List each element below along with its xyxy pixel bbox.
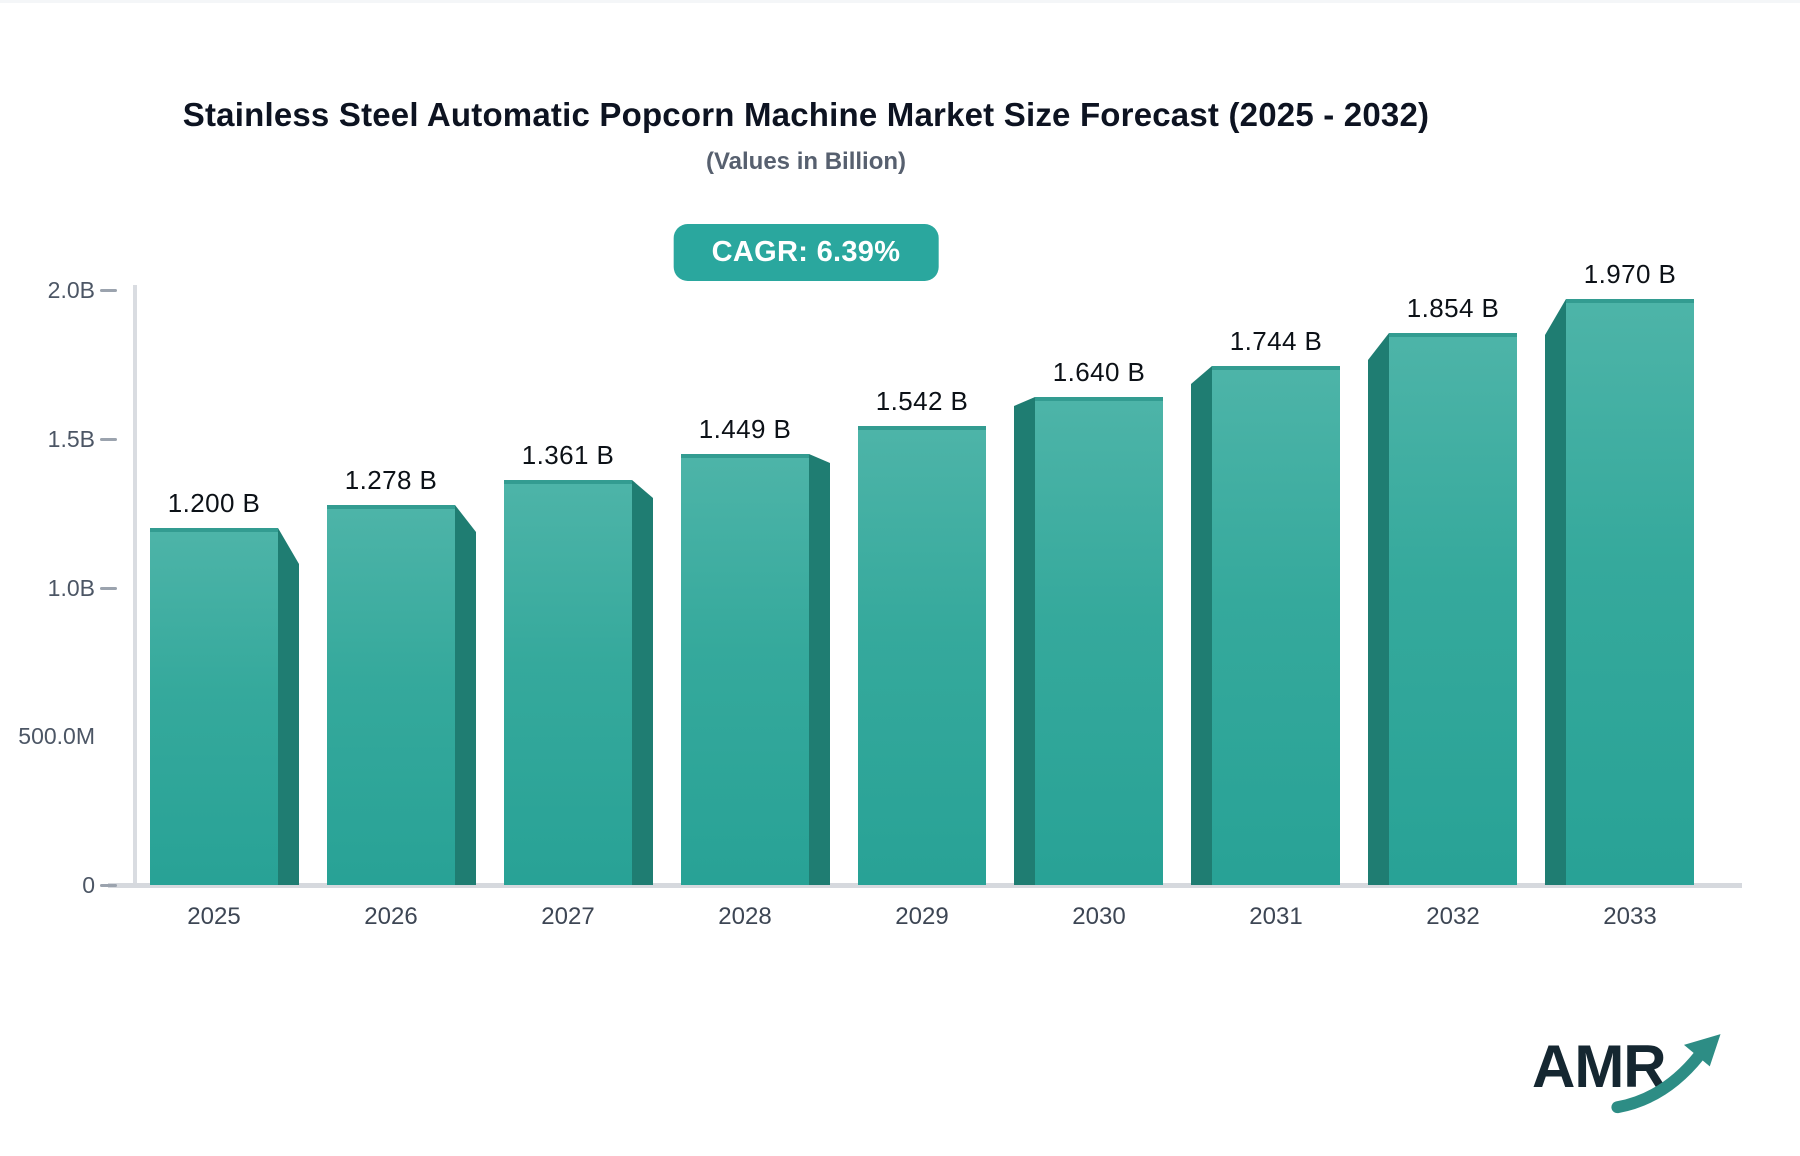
bar-2032: [1389, 333, 1517, 885]
bar-side-face: [632, 480, 653, 885]
page-edge-strip: [0, 0, 1800, 3]
bar-2030: [1035, 397, 1163, 885]
y-tick-dash: [100, 884, 117, 887]
bar-value-label: 1.361 B: [521, 440, 615, 470]
bar-2033: [1566, 299, 1694, 885]
bar-2028: [681, 454, 809, 885]
y-tick-dash: [100, 586, 117, 590]
y-tick-label: 2.0B: [47, 277, 95, 303]
bar-value-label: 1.200 B: [167, 488, 261, 518]
x-tick-label: 2030: [1072, 903, 1126, 930]
bar-value-label: 1.744 B: [1229, 326, 1323, 356]
bar-value-label: 1.640 B: [1052, 357, 1146, 387]
bar-side-face: [1014, 397, 1035, 885]
amr-logo-text: AMR: [1532, 1033, 1667, 1100]
y-tick-label: 1.0B: [47, 574, 95, 601]
amr-logo: AMR: [1532, 1032, 1742, 1122]
bar-side-face: [278, 528, 299, 885]
bar-side-face: [809, 454, 830, 885]
growth-arrow-icon: [1611, 1034, 1721, 1114]
bar-2025: [150, 528, 278, 885]
x-axis-line: [108, 883, 1742, 888]
chart-header: Stainless Steel Automatic Popcorn Machin…: [0, 96, 1612, 176]
x-tick-label: 2025: [187, 903, 241, 930]
y-tick-label: 500.0M: [18, 723, 95, 750]
bar-side-face: [455, 505, 476, 885]
bar-value-label: 1.970 B: [1583, 259, 1677, 289]
bar-value-label: 1.449 B: [698, 414, 792, 444]
bar-value-label: 1.542 B: [875, 386, 969, 416]
chart-title: Stainless Steel Automatic Popcorn Machin…: [182, 96, 1430, 133]
x-tick-label: 2032: [1426, 903, 1480, 930]
y-axis-line: [133, 285, 137, 885]
x-tick-label: 2028: [718, 903, 772, 930]
x-tick-label: 2033: [1603, 903, 1657, 930]
y-tick-label: 1.5B: [47, 425, 95, 452]
cagr-badge: CAGR: 6.39%: [673, 224, 939, 281]
bar-side-face: [1368, 333, 1389, 885]
y-tick-label: 0: [82, 872, 95, 898]
bar-value-label: 1.854 B: [1406, 293, 1500, 323]
x-tick-label: 2029: [895, 903, 949, 930]
x-tick-label: 2031: [1249, 903, 1303, 930]
bar-value-label: 1.278 B: [344, 465, 438, 495]
y-tick-dash: [100, 437, 117, 441]
bar-side-face: [1545, 299, 1566, 885]
y-tick-dash: [100, 289, 117, 292]
bar-2026: [327, 505, 455, 885]
bar-2027: [504, 480, 632, 885]
bar-2029: [858, 426, 986, 885]
bar-2031: [1212, 366, 1340, 885]
x-tick-label: 2026: [364, 903, 418, 930]
x-tick-label: 2027: [541, 903, 595, 930]
chart-subtitle: (Values in Billion): [705, 148, 907, 175]
bar-side-face: [1191, 366, 1212, 885]
